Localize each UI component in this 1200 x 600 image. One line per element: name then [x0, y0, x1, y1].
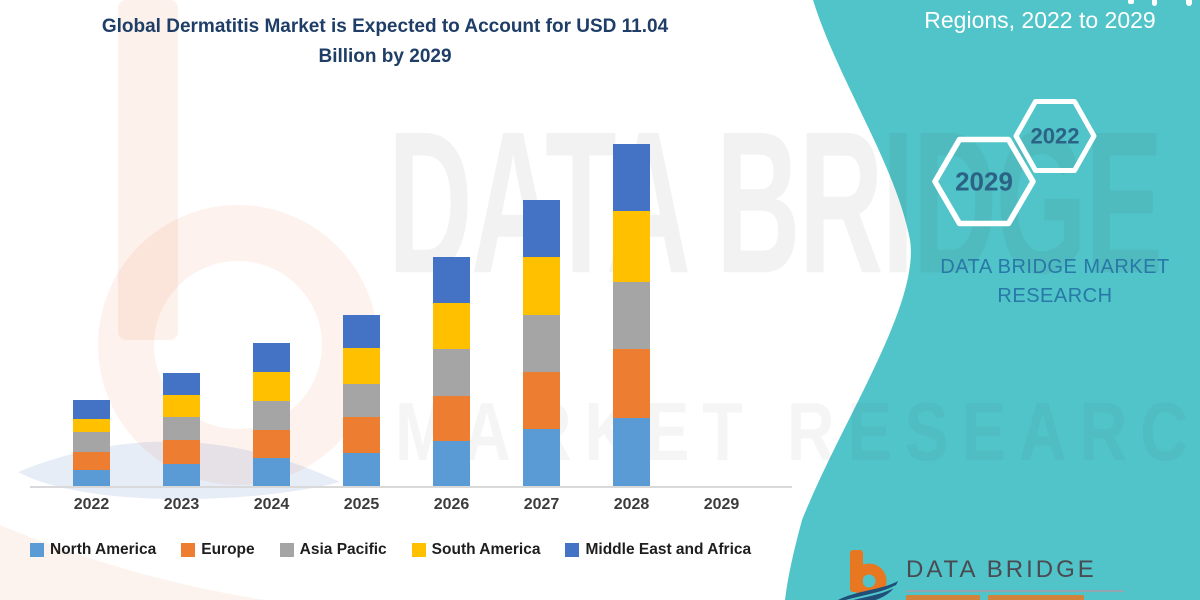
- bar-segment-2022-north-america: [73, 470, 110, 487]
- bar-segment-2026-europe: [433, 396, 470, 441]
- legend-item-north-america: North America: [30, 541, 156, 559]
- bar-segment-2028-middle-east-and-africa: [613, 144, 650, 211]
- clipped-text-fragments: [1186, 0, 1192, 6]
- bar-segment-2024-south-america: [253, 372, 290, 401]
- x-axis-label-2024: 2024: [253, 496, 290, 513]
- hexagon-2022-label: 2022: [1031, 124, 1080, 149]
- legend-swatch-europe: [181, 543, 196, 557]
- clipped-text-fragments: [1128, 0, 1134, 4]
- legend-label-europe: Europe: [201, 541, 255, 558]
- bar-segment-2028-north-america: [613, 418, 650, 487]
- bar-segment-2025-middle-east-and-africa: [343, 315, 380, 348]
- legend-label-middle-east-and-africa: Middle East and Africa: [585, 541, 752, 558]
- panel-brand-line2: RESEARCH: [997, 285, 1113, 307]
- bar-segment-2023-europe: [163, 440, 200, 464]
- legend-item-asia-pacific: Asia Pacific: [279, 541, 387, 559]
- stacked-bar-2022: [73, 400, 110, 487]
- bar-segment-2024-asia-pacific: [253, 401, 290, 430]
- chart-title-line1: Global Dermatitis Market is Expected to …: [101, 16, 669, 37]
- hexagon-2029-label: 2029: [955, 167, 1013, 197]
- chart-legend: North America Europe Asia Pacific South Ame…: [30, 541, 751, 559]
- bar-segment-2027-north-america: [523, 429, 560, 487]
- legend-label-south-america: South America: [431, 541, 541, 558]
- panel-brand-text: DATA BRIDGE MARKET RESEARCH: [900, 253, 1200, 311]
- bar-segment-2023-north-america: [163, 464, 200, 487]
- legend-item-europe: Europe: [181, 541, 255, 559]
- x-axis-label-2028: 2028: [613, 496, 650, 513]
- legend-label-asia-pacific: Asia Pacific: [299, 541, 387, 558]
- bar-segment-2027-south-america: [523, 257, 560, 315]
- bar-segment-2026-asia-pacific: [433, 349, 470, 396]
- bar-segment-2024-europe: [253, 430, 290, 458]
- bar-segment-2026-middle-east-and-africa: [433, 257, 470, 303]
- bar-segment-2025-north-america: [343, 453, 380, 487]
- databridge-logo-icon: [838, 550, 898, 600]
- stacked-bar-2027: [523, 200, 560, 487]
- x-axis-label-2027: 2027: [523, 496, 560, 513]
- bar-segment-2028-south-america: [613, 211, 650, 282]
- bar-segment-2024-north-america: [253, 458, 290, 487]
- footer-brand-text: DATA BRIDGE: [906, 556, 1097, 583]
- bar-segment-2025-asia-pacific: [343, 384, 380, 417]
- bar-segment-2025-south-america: [343, 348, 380, 384]
- clipped-text-fragments: [1152, 0, 1157, 6]
- clipped-text-fragments: [906, 595, 980, 600]
- legend-swatch-asia-pacific: [279, 543, 294, 557]
- stacked-bar-2026: [433, 257, 470, 487]
- stacked-bar-2023: [163, 373, 200, 487]
- hexagon-2029-outline: [932, 136, 1036, 227]
- x-axis-label-2022: 2022: [73, 496, 110, 513]
- legend-swatch-north-america: [30, 543, 44, 557]
- legend-swatch-middle-east-and-africa: [565, 543, 580, 557]
- bar-segment-2023-south-america: [163, 395, 200, 417]
- bar-segment-2023-middle-east-and-africa: [163, 373, 200, 395]
- bar-segment-2022-middle-east-and-africa: [73, 400, 110, 419]
- panel-brand-line1: DATA BRIDGE MARKET: [940, 256, 1170, 278]
- chart-title-line2: Billion by 2029: [318, 46, 452, 67]
- bar-segment-2028-asia-pacific: [613, 282, 650, 349]
- legend-item-south-america: South America: [411, 541, 541, 559]
- clipped-text-fragments: [988, 595, 1084, 600]
- panel-heading: Regions, 2022 to 2029: [924, 7, 1156, 33]
- bar-segment-2022-europe: [73, 452, 110, 470]
- x-axis-label-2026: 2026: [433, 496, 470, 513]
- stacked-bar-2028: [613, 144, 650, 487]
- x-axis-label-2025: 2025: [343, 496, 380, 513]
- bar-segment-2026-south-america: [433, 303, 470, 349]
- footer-logo-block: DATA BRIDGE: [838, 548, 1178, 600]
- bar-segment-2022-asia-pacific: [73, 432, 110, 452]
- bar-segment-2027-middle-east-and-africa: [523, 200, 560, 257]
- x-axis-line: [30, 486, 792, 488]
- hexagon-2022-outline: [1013, 99, 1097, 173]
- bar-segment-2024-middle-east-and-africa: [253, 343, 290, 372]
- bar-segment-2027-europe: [523, 372, 560, 429]
- legend-label-north-america: North America: [50, 541, 157, 558]
- x-axis-label-2023: 2023: [163, 496, 200, 513]
- bar-segment-2028-europe: [613, 349, 650, 418]
- chart-title: Global Dermatitis Market is Expected to …: [40, 12, 730, 72]
- x-axis-label-2029: 2029: [703, 496, 740, 513]
- legend-item-middle-east-and-africa: Middle East and Africa: [565, 541, 751, 559]
- stacked-bar-2025: [343, 315, 380, 487]
- footer-underline: [906, 590, 1124, 592]
- bar-segment-2027-asia-pacific: [523, 315, 560, 372]
- bar-segment-2025-europe: [343, 417, 380, 453]
- bar-segment-2026-north-america: [433, 441, 470, 487]
- forecast-hexagons: 2022 2029: [932, 99, 1097, 227]
- bar-segment-2022-south-america: [73, 419, 110, 432]
- bar-segment-2023-asia-pacific: [163, 417, 200, 440]
- stacked-bar-2024: [253, 343, 290, 487]
- legend-swatch-south-america: [411, 543, 426, 557]
